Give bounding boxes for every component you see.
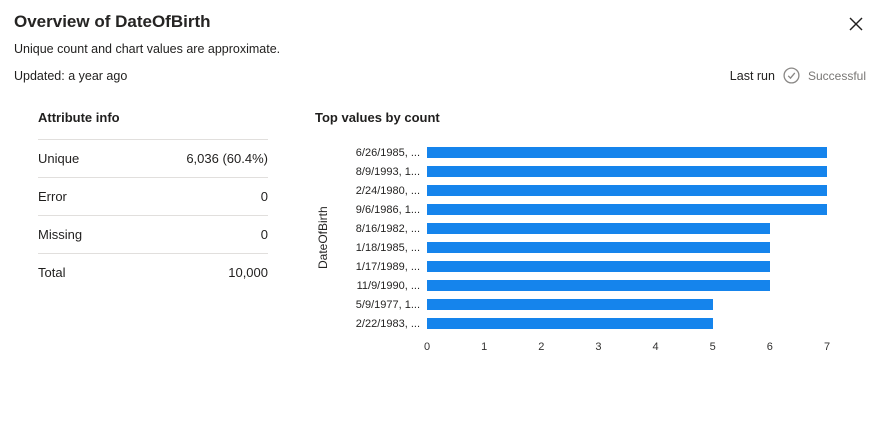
updated-text: Updated: a year ago [14,68,128,83]
attribute-row: Error 0 [38,177,268,215]
bar [427,147,827,158]
attribute-info-title: Attribute info [38,110,120,125]
bar-track [427,147,827,158]
attribute-table: Unique 6,036 (60.4%) Error 0 Missing 0 Total 10… [38,139,268,291]
page-title: Overview of DateOfBirth [14,12,211,31]
attribute-row: Missing 0 [38,215,268,253]
bar [427,166,827,177]
last-run-label: Last run [729,68,775,83]
bar [427,318,713,329]
bar [427,261,770,272]
y-axis-label: DateOfBirth [316,206,330,270]
bar-track [427,204,827,215]
category-label: 1/17/1989, ... [355,260,420,273]
x-tick-label: 7 [823,341,831,353]
x-axis: 0 1 2 3 4 5 6 7 [423,339,831,359]
bar-row: 5/9/1977, 1... [331,295,827,314]
bar-row: 1/18/1985, ... [331,238,827,257]
bar-row: 2/22/1983, ... [331,314,827,333]
x-tick-label: 6 [766,341,773,353]
bar-track [427,280,827,291]
x-tick-label: 3 [595,341,602,353]
attribute-label: Missing [38,227,83,242]
x-tick-label: 4 [652,341,659,353]
attribute-label: Total [38,265,66,280]
bar-track [427,166,827,177]
bar-track [427,261,827,272]
success-check-icon [783,67,800,84]
bar-track [427,223,827,234]
close-button[interactable] [844,12,868,36]
approximate-note: Unique count and chart values are approx… [14,42,281,56]
attribute-label: Unique [38,151,80,166]
attribute-label: Error [38,189,67,204]
bar [427,242,770,253]
category-label: 6/26/1985, ... [355,146,420,159]
bar-track [427,185,827,196]
bar [427,185,827,196]
bar-row: 2/24/1980, ... [331,181,827,200]
attribute-value: 10,000 [228,265,268,280]
panel-content: Attribute info Unique 6,036 (60.4%) Error 0… [0,110,882,359]
category-label: 8/9/1993, 1... [355,165,420,178]
attribute-value: 6,036 (60.4%) [186,151,268,166]
bar-row: 8/9/1993, 1... [331,162,827,181]
category-label: 1/18/1985, ... [355,241,420,254]
top-values-section: Top values by count DateOfBirth 6/26/198… [315,110,831,359]
close-icon [849,17,863,31]
bar [427,223,770,234]
panel-header: Overview of DateOfBirth Unique count and… [0,0,882,84]
category-label: 11/9/1990, ... [356,279,420,292]
chart-plot: 6/26/1985, ... 8/9/1993, 1... 2/24/1980, .… [331,143,831,359]
category-label: 2/22/1983, ... [355,317,420,330]
attribute-value: 0 [260,227,268,242]
attribute-info-section: Attribute info Unique 6,036 (60.4%) Error 0… [38,110,268,359]
last-run-status: Last run Successful [730,67,866,84]
category-label: 2/24/1980, ... [355,184,420,197]
category-label: 9/6/1986, 1... [355,203,420,216]
bar-chart: DateOfBirth 6/26/1985, ... 8/9/1993, 1...… [315,143,831,359]
bar [427,299,713,310]
category-label: 8/16/1982, ... [355,222,420,235]
bar-rows: 6/26/1985, ... 8/9/1993, 1... 2/24/1980, .… [331,143,827,333]
status-badge: Successful [807,68,866,83]
bar-track [427,299,827,310]
bar-row: 6/26/1985, ... [331,143,827,162]
x-tick-label: 5 [709,341,716,353]
attribute-row: Unique 6,036 (60.4%) [38,139,268,177]
bar-track [427,318,827,329]
chart-title: Top values by count [315,110,440,125]
bar [427,204,827,215]
bar-track [427,242,827,253]
x-tick-label: 0 [423,341,431,353]
bar [427,280,770,291]
bar-row: 9/6/1986, 1... [331,200,827,219]
attribute-row: Total 10,000 [38,253,268,291]
x-tick-label: 2 [538,341,545,353]
attribute-value: 0 [260,189,268,204]
bar-row: 11/9/1990, ... [331,276,827,295]
bar-row: 8/16/1982, ... [331,219,827,238]
x-tick-label: 1 [481,341,488,353]
category-label: 5/9/1977, 1... [355,298,420,311]
bar-row: 1/17/1989, ... [331,257,827,276]
meta-row: Updated: a year ago Last run Successful [14,67,866,84]
